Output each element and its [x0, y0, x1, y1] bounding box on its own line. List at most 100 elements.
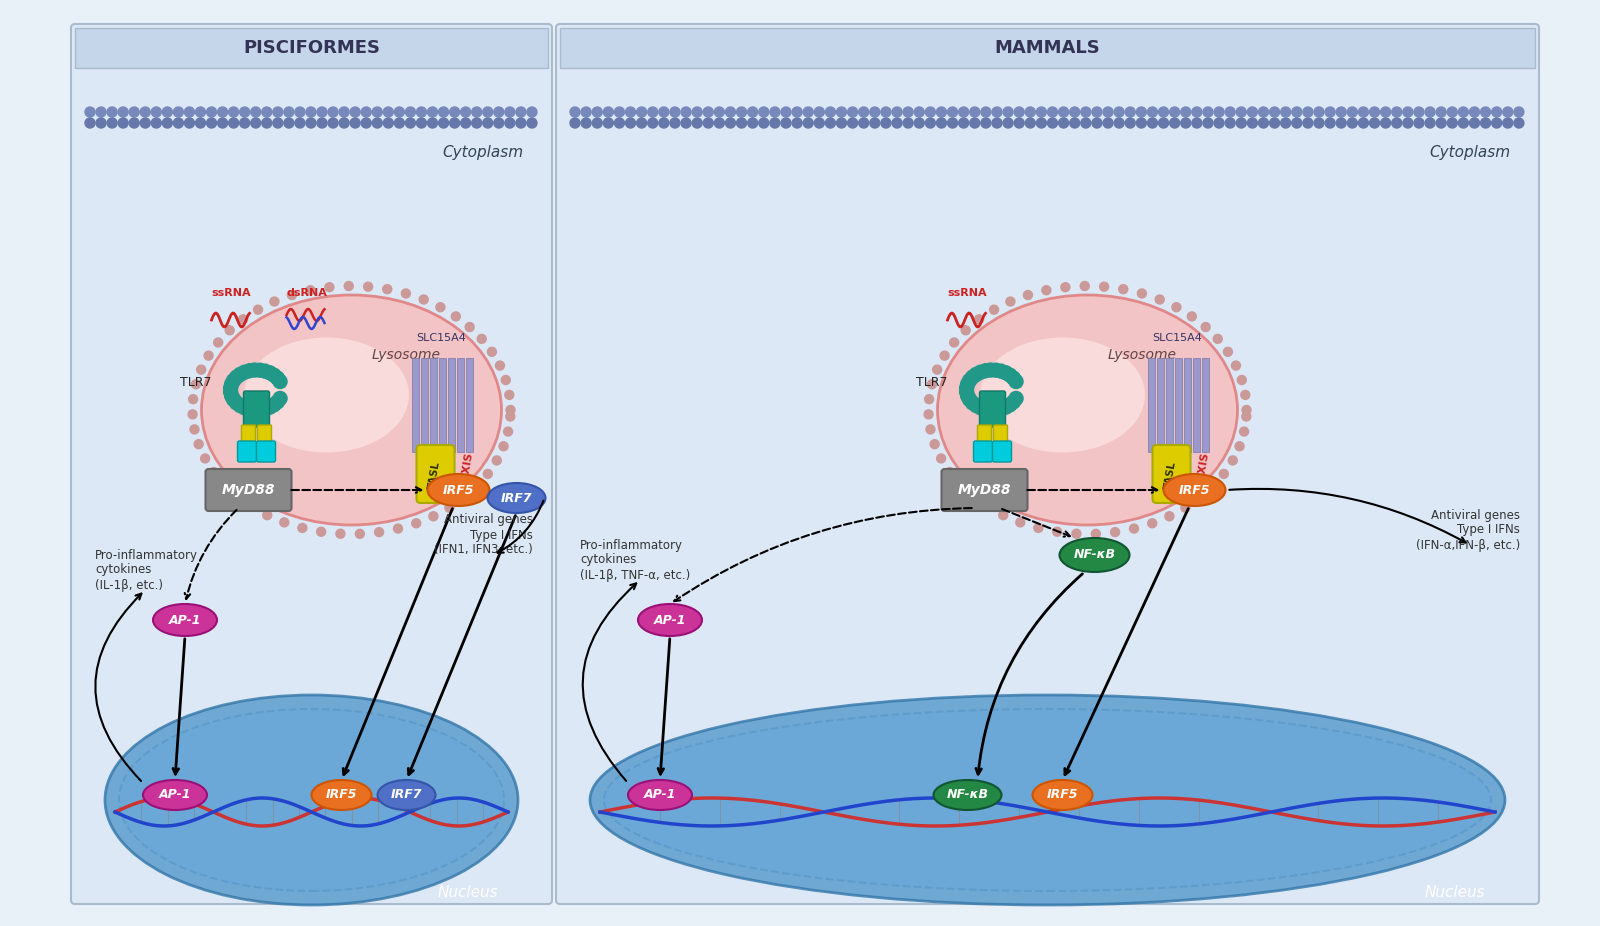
Circle shape: [1072, 529, 1082, 538]
Circle shape: [197, 365, 206, 374]
Circle shape: [1448, 107, 1458, 117]
Circle shape: [770, 118, 779, 128]
Circle shape: [1226, 107, 1235, 117]
Circle shape: [714, 107, 725, 117]
Circle shape: [1458, 118, 1469, 128]
Circle shape: [1147, 519, 1157, 528]
Circle shape: [206, 118, 216, 128]
Circle shape: [483, 107, 493, 117]
Circle shape: [1082, 107, 1091, 117]
Circle shape: [984, 363, 998, 377]
Circle shape: [1219, 469, 1229, 479]
Circle shape: [1336, 107, 1346, 117]
Bar: [1165, 358, 1173, 452]
Circle shape: [419, 295, 429, 304]
FancyBboxPatch shape: [243, 391, 269, 427]
Text: TLR7: TLR7: [179, 376, 211, 389]
Circle shape: [1037, 107, 1046, 117]
Circle shape: [1026, 107, 1035, 117]
Circle shape: [1003, 118, 1013, 128]
Circle shape: [243, 402, 256, 417]
Circle shape: [234, 368, 248, 382]
Circle shape: [459, 494, 469, 502]
Bar: [1202, 358, 1208, 452]
Circle shape: [1414, 118, 1424, 128]
Circle shape: [1458, 107, 1469, 117]
Circle shape: [626, 107, 635, 117]
Text: PISCIFORMES: PISCIFORMES: [243, 39, 381, 57]
Circle shape: [1192, 107, 1202, 117]
Circle shape: [350, 118, 360, 128]
Text: Cytoplasm: Cytoplasm: [1429, 145, 1510, 160]
Circle shape: [1392, 107, 1402, 117]
Circle shape: [1437, 107, 1446, 117]
Circle shape: [792, 118, 802, 128]
Circle shape: [936, 107, 947, 117]
Circle shape: [1381, 107, 1390, 117]
Circle shape: [251, 107, 261, 117]
Circle shape: [1003, 398, 1018, 412]
Circle shape: [373, 118, 382, 128]
Text: IRF7: IRF7: [501, 492, 533, 505]
Circle shape: [1114, 118, 1125, 128]
Circle shape: [355, 530, 365, 538]
Circle shape: [1203, 118, 1213, 128]
Text: AP-1: AP-1: [158, 789, 192, 802]
Circle shape: [350, 107, 360, 117]
Circle shape: [1165, 512, 1174, 520]
Circle shape: [506, 406, 515, 415]
Circle shape: [1426, 118, 1435, 128]
Circle shape: [488, 347, 496, 357]
Circle shape: [394, 107, 405, 117]
Circle shape: [1237, 118, 1246, 128]
Circle shape: [614, 118, 624, 128]
Circle shape: [994, 402, 1008, 416]
Circle shape: [637, 118, 646, 128]
Circle shape: [1269, 118, 1280, 128]
Circle shape: [262, 366, 277, 380]
Circle shape: [238, 401, 251, 415]
Text: dsRNA: dsRNA: [286, 288, 326, 298]
Circle shape: [1280, 107, 1291, 117]
Circle shape: [963, 373, 976, 387]
Circle shape: [416, 118, 427, 128]
Circle shape: [227, 393, 240, 407]
Circle shape: [1325, 118, 1334, 128]
Circle shape: [494, 118, 504, 128]
Circle shape: [1314, 118, 1325, 128]
Circle shape: [1469, 118, 1480, 128]
Circle shape: [429, 512, 438, 520]
Circle shape: [848, 118, 858, 128]
Text: AP-1: AP-1: [643, 789, 677, 802]
Circle shape: [1114, 107, 1125, 117]
Circle shape: [1491, 118, 1502, 128]
Circle shape: [1147, 107, 1157, 117]
Circle shape: [306, 286, 315, 294]
Circle shape: [253, 306, 262, 314]
Circle shape: [1158, 118, 1168, 128]
Circle shape: [496, 361, 504, 370]
Circle shape: [1314, 107, 1325, 117]
Ellipse shape: [590, 695, 1506, 905]
Circle shape: [402, 289, 410, 298]
Circle shape: [130, 118, 139, 128]
Circle shape: [243, 364, 256, 378]
Circle shape: [162, 107, 173, 117]
Circle shape: [363, 282, 373, 291]
Circle shape: [714, 118, 725, 128]
Circle shape: [1269, 107, 1280, 117]
Circle shape: [982, 502, 992, 511]
Circle shape: [1392, 118, 1402, 128]
Bar: [438, 358, 445, 452]
Bar: [1147, 358, 1155, 452]
Circle shape: [1082, 118, 1091, 128]
Circle shape: [435, 303, 445, 312]
Bar: [560, 28, 1534, 68]
Circle shape: [581, 107, 590, 117]
Circle shape: [262, 400, 277, 414]
Circle shape: [941, 351, 949, 360]
Circle shape: [184, 107, 195, 117]
Circle shape: [230, 370, 243, 384]
Circle shape: [962, 326, 970, 335]
Circle shape: [974, 315, 984, 324]
